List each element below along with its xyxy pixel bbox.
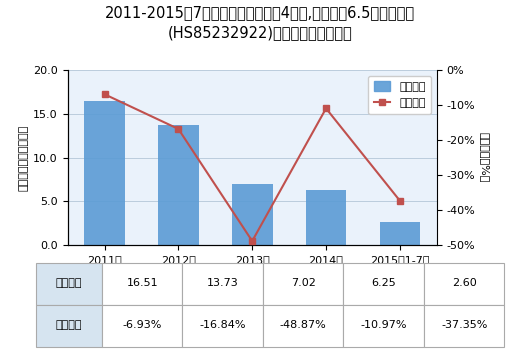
Text: 16.51: 16.51 bbox=[126, 279, 158, 288]
Bar bbox=[380, 222, 420, 245]
FancyBboxPatch shape bbox=[102, 304, 183, 346]
Text: 同比增长: 同比增长 bbox=[56, 321, 82, 330]
FancyBboxPatch shape bbox=[36, 304, 102, 346]
Text: 6.25: 6.25 bbox=[371, 279, 396, 288]
FancyBboxPatch shape bbox=[343, 262, 424, 304]
FancyBboxPatch shape bbox=[183, 304, 263, 346]
Bar bbox=[306, 190, 346, 245]
Text: 2.60: 2.60 bbox=[452, 279, 476, 288]
Text: -48.87%: -48.87% bbox=[280, 321, 327, 330]
FancyBboxPatch shape bbox=[263, 304, 343, 346]
FancyBboxPatch shape bbox=[183, 262, 263, 304]
Y-axis label: 同比增长（%）: 同比增长（%） bbox=[479, 132, 489, 183]
FancyBboxPatch shape bbox=[424, 304, 504, 346]
Text: 2011-2015年7月未录制的宽度超过4毫米,但不超过6.5毫米的磁带
(HS85232922)进口总额及增速统计: 2011-2015年7月未录制的宽度超过4毫米,但不超过6.5毫米的磁带 (HS… bbox=[105, 5, 415, 40]
Legend: 进口金额, 同比增长: 进口金额, 同比增长 bbox=[368, 76, 431, 114]
Bar bbox=[158, 125, 199, 245]
Text: -37.35%: -37.35% bbox=[441, 321, 487, 330]
FancyBboxPatch shape bbox=[343, 304, 424, 346]
FancyBboxPatch shape bbox=[36, 262, 102, 304]
FancyBboxPatch shape bbox=[424, 262, 504, 304]
Text: -10.97%: -10.97% bbox=[360, 321, 407, 330]
Bar bbox=[84, 100, 125, 245]
Text: 7.02: 7.02 bbox=[291, 279, 316, 288]
FancyBboxPatch shape bbox=[263, 262, 343, 304]
FancyBboxPatch shape bbox=[102, 262, 183, 304]
Text: 13.73: 13.73 bbox=[207, 279, 239, 288]
Text: -6.93%: -6.93% bbox=[123, 321, 162, 330]
Text: -16.84%: -16.84% bbox=[199, 321, 246, 330]
Bar bbox=[232, 183, 272, 245]
Text: 进口金额: 进口金额 bbox=[56, 279, 82, 288]
Y-axis label: 进口金额（百万美元）: 进口金额（百万美元） bbox=[19, 124, 29, 191]
